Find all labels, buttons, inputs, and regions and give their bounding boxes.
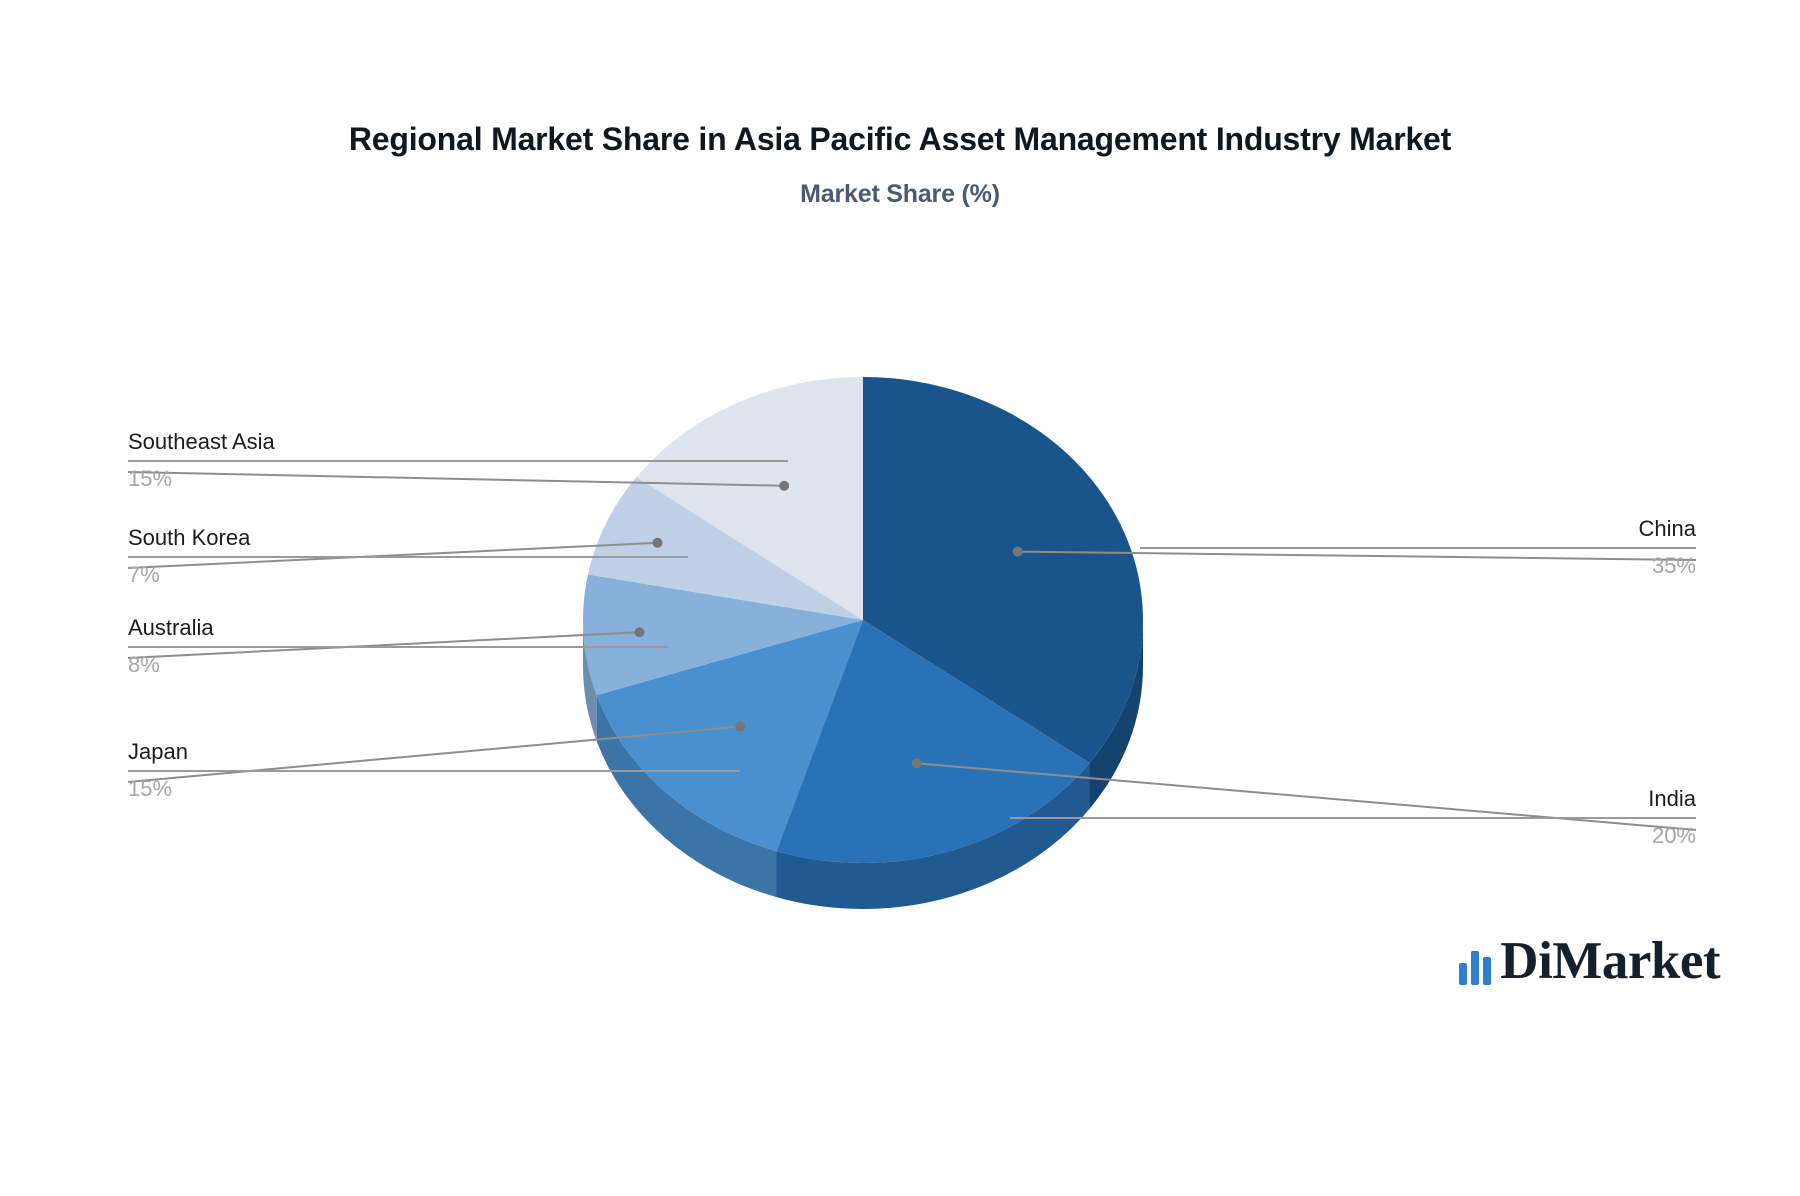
callout-rule	[1010, 816, 1696, 819]
page-title: Regional Market Share in Asia Pacific As…	[348, 121, 1452, 157]
callout-australia[interactable]: Australia 8%	[128, 614, 668, 678]
callout-value: 35%	[1651, 552, 1696, 578]
pie-slice-southeast-asia[interactable]	[636, 377, 863, 620]
pie-side-china	[1089, 620, 1143, 809]
callout-label: Australia	[128, 615, 214, 640]
pie-side-australia	[583, 620, 597, 742]
chart-subtitle: Market Share (%)	[800, 180, 1000, 209]
pie-slice-china[interactable]	[863, 377, 1143, 763]
callout-rule	[128, 769, 740, 772]
callout-china[interactable]: China 35%	[1140, 515, 1696, 579]
callout-label: Southeast Asia	[128, 429, 275, 454]
bar-chart-icon	[1459, 943, 1492, 988]
callout-japan[interactable]: Japan 15%	[128, 738, 740, 802]
brand-logo: DiMarket	[1459, 935, 1720, 988]
chart-header: Regional Market Share in Asia Pacific As…	[0, 120, 1800, 209]
callout-label: Japan	[128, 739, 188, 764]
callout-value: 8%	[128, 651, 160, 677]
pie-side-walls	[583, 620, 1143, 910]
brand-wordmark: DiMarket	[1500, 932, 1720, 990]
callout-value: 15%	[128, 465, 173, 491]
callout-rule	[128, 555, 688, 558]
pie-slice-south-korea[interactable]	[587, 477, 863, 620]
callout-value: 15%	[128, 775, 173, 801]
callout-label: India	[1648, 786, 1696, 811]
callout-rule	[128, 645, 668, 648]
callout-rule	[128, 459, 788, 462]
callout-rule	[1140, 546, 1696, 549]
callout-india[interactable]: India 20%	[1010, 785, 1696, 849]
pie-side-india	[776, 762, 1090, 910]
callout-value: 20%	[1651, 822, 1696, 848]
callout-label: South Korea	[128, 525, 251, 550]
callout-value: 7%	[128, 561, 160, 587]
callout-southeast-asia[interactable]: Southeast Asia 15%	[128, 428, 788, 492]
callout-label: China	[1638, 516, 1696, 541]
callout-south-korea[interactable]: South Korea 7%	[128, 524, 688, 588]
pie-side-japan	[596, 695, 777, 898]
pie-slice-australia[interactable]	[583, 574, 863, 696]
